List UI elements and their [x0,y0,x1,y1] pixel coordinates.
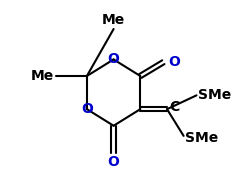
Text: SMe: SMe [198,88,231,102]
Text: SMe: SMe [185,131,218,145]
Text: O: O [81,102,92,116]
Text: O: O [107,155,119,169]
Text: Me: Me [102,13,125,27]
Text: O: O [167,55,179,69]
Text: Me: Me [30,69,53,83]
Text: C: C [168,100,178,114]
Text: O: O [107,52,119,66]
